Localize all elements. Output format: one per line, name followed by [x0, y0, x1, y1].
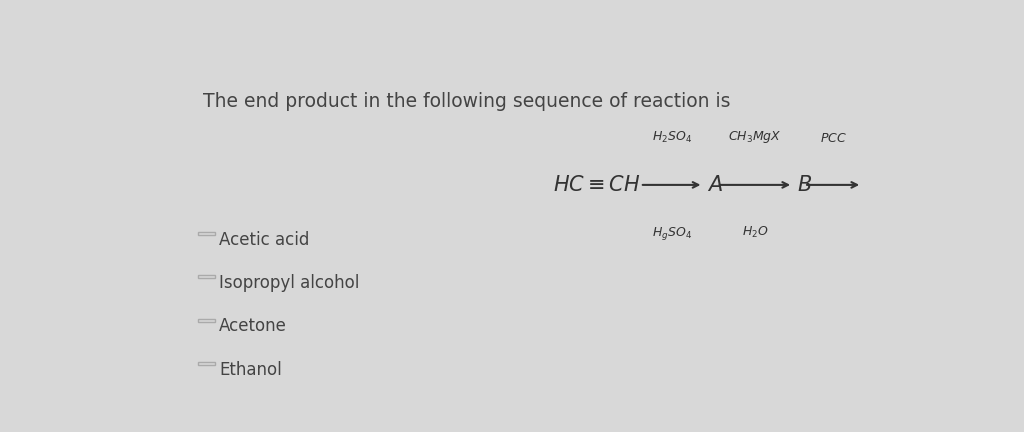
Text: $PCC$: $PCC$ [819, 132, 847, 145]
Text: $H_gSO_4$: $H_gSO_4$ [651, 225, 691, 242]
Text: $HC \equiv CH$: $HC \equiv CH$ [553, 175, 640, 195]
Text: $A$: $A$ [708, 175, 723, 195]
Text: The end product in the following sequence of reaction is: The end product in the following sequenc… [204, 92, 731, 111]
Text: $CH_3MgX$: $CH_3MgX$ [728, 129, 781, 145]
Text: $B$: $B$ [797, 175, 812, 195]
Text: Acetic acid: Acetic acid [219, 231, 309, 249]
Text: Acetone: Acetone [219, 317, 287, 335]
Text: $H_2SO_4$: $H_2SO_4$ [651, 130, 691, 145]
Text: Isopropyl alcohol: Isopropyl alcohol [219, 274, 359, 292]
Text: Ethanol: Ethanol [219, 361, 282, 378]
Text: $H_2O$: $H_2O$ [741, 225, 768, 240]
